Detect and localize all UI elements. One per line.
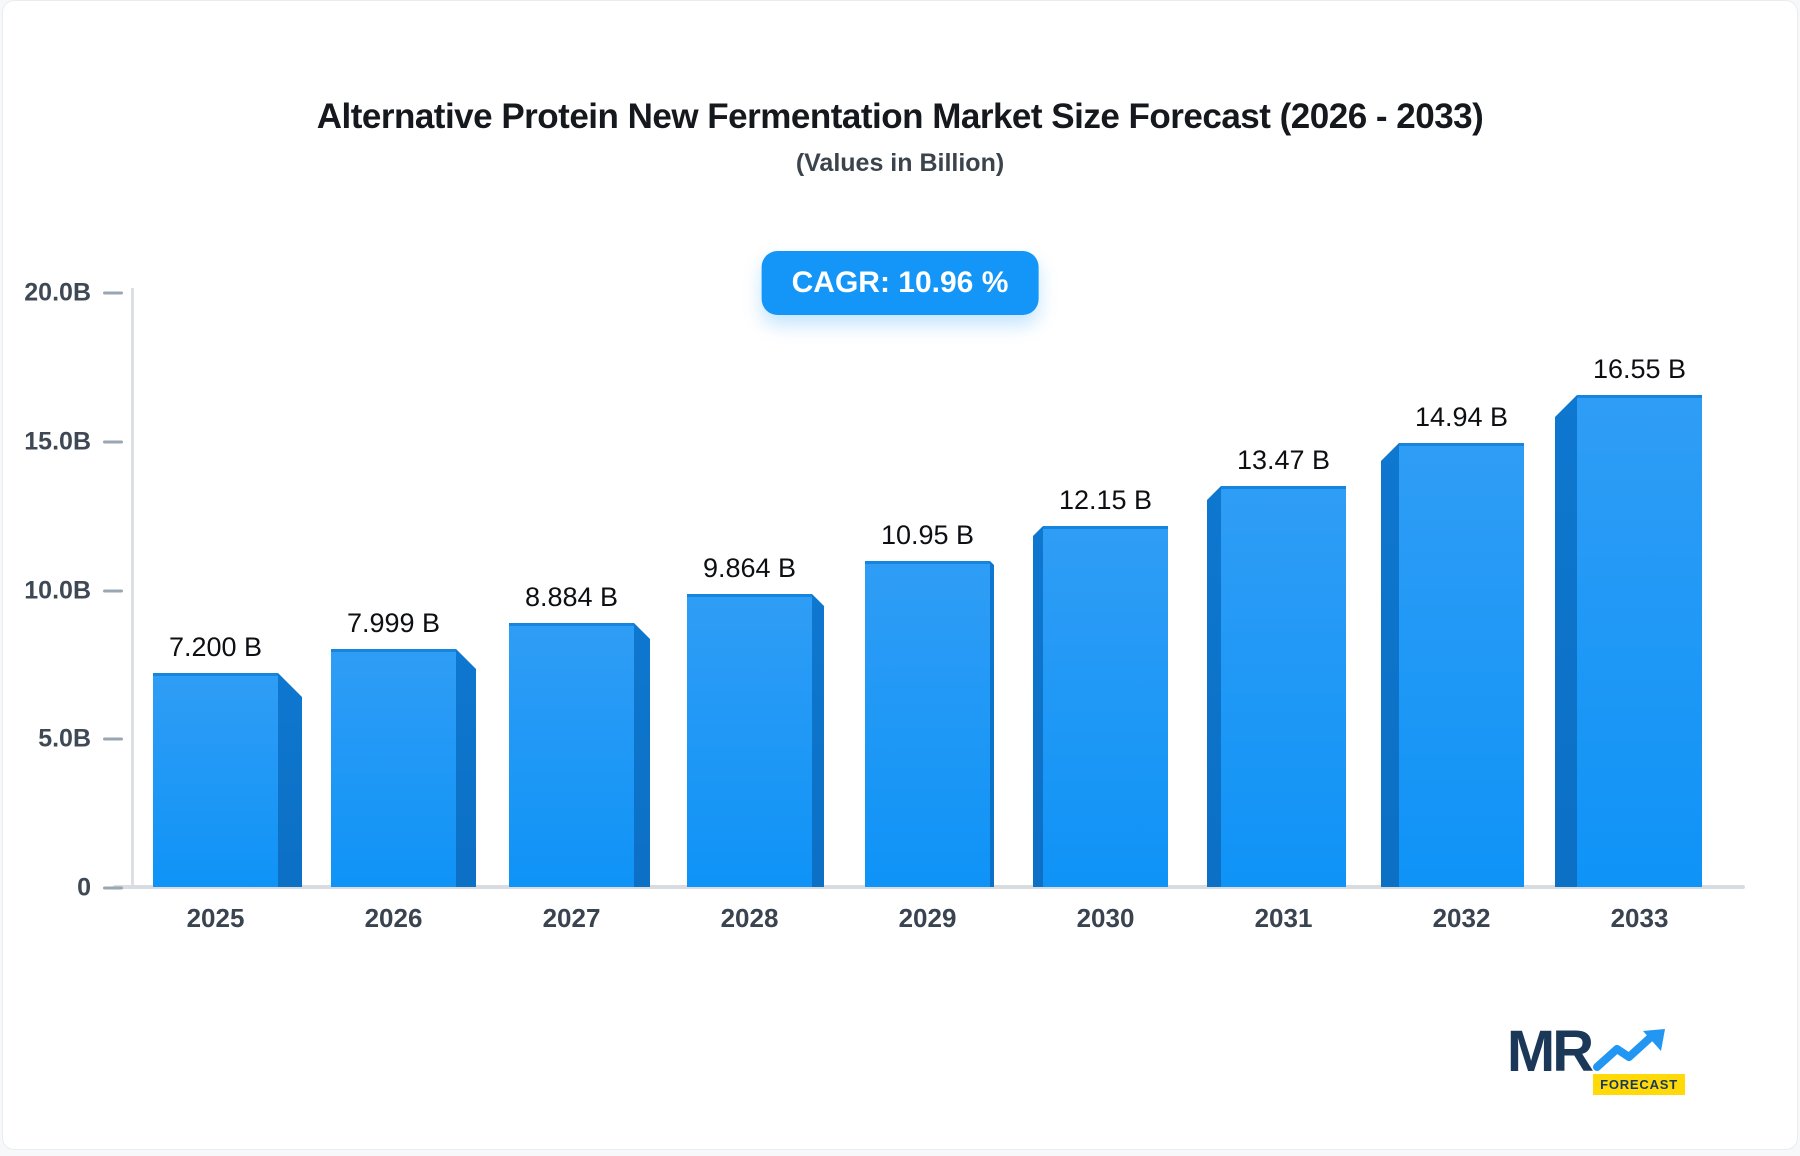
x-axis-label-2026: 2026 [364, 903, 423, 933]
bar-2032 [1399, 443, 1524, 887]
y-axis-tick [103, 589, 123, 592]
x-axis-label-2025: 2025 [186, 903, 245, 933]
y-axis-tick [103, 440, 123, 444]
y-axis-label: 0 [77, 873, 91, 902]
bar-value-label-2033: 16.55 B [1592, 354, 1687, 384]
bar-2029 [865, 561, 990, 887]
x-axis-label-2028: 2028 [720, 903, 779, 933]
mr-forecast-logo: MR FORECAST [1506, 1019, 1685, 1095]
x-axis-label-2033: 2033 [1610, 903, 1669, 933]
bar-value-label-2028: 9.864 B [702, 553, 797, 583]
x-axis-label-2032: 2032 [1432, 903, 1491, 933]
bar-2026 [331, 649, 456, 887]
bar-side-face-2032 [1381, 443, 1399, 887]
bar-side-face-2028 [812, 594, 824, 887]
y-axis-line [131, 288, 134, 888]
bar-side-face-2025 [278, 673, 302, 887]
bar-2031 [1221, 486, 1346, 887]
y-axis-label: 5.0B [38, 724, 91, 753]
x-axis-label-2030: 2030 [1076, 903, 1135, 933]
logo-forecast-text: FORECAST [1593, 1074, 1685, 1095]
bar-2027 [509, 623, 634, 887]
bar-side-face-2031 [1207, 486, 1221, 887]
bar-side-face-2030 [1033, 526, 1043, 887]
chart-title: Alternative Protein New Fermentation Mar… [316, 97, 1484, 136]
x-axis-baseline [113, 885, 1745, 889]
bar-value-label-2030: 12.15 B [1058, 485, 1153, 515]
bar-side-face-2029 [990, 561, 994, 887]
bar-2033 [1577, 395, 1702, 887]
bar-2030 [1043, 526, 1168, 887]
bar-side-face-2033 [1555, 395, 1577, 887]
bar-2025 [153, 673, 278, 887]
y-axis-tick [103, 886, 123, 890]
bar-value-label-2026: 7.999 B [346, 608, 441, 638]
y-axis-label: 15.0B [24, 427, 91, 456]
bar-2028 [687, 594, 812, 887]
bar-value-label-2025: 7.200 B [168, 632, 263, 662]
x-axis-label-2031: 2031 [1254, 903, 1313, 933]
y-axis-tick [103, 737, 123, 741]
y-axis-label: 10.0B [24, 576, 91, 604]
bar-side-face-2027 [634, 623, 650, 887]
chart-subtitle: (Values in Billion) [795, 149, 1005, 177]
y-axis-tick [103, 291, 123, 295]
bar-value-label-2027: 8.884 B [524, 582, 619, 612]
y-axis-label: 20.0B [24, 278, 91, 307]
bar-value-label-2031: 13.47 B [1236, 445, 1331, 475]
trend-arrow-icon [1593, 1029, 1667, 1076]
bar-value-label-2032: 14.94 B [1414, 402, 1509, 432]
bar-side-face-2026 [456, 649, 476, 887]
x-axis-label-2027: 2027 [542, 903, 601, 933]
cagr-badge: CAGR: 10.96 % [761, 251, 1039, 315]
logo-mr-text: MR [1506, 1019, 1594, 1084]
x-axis-label-2029: 2029 [898, 903, 957, 933]
bar-value-label-2029: 10.95 B [880, 520, 975, 550]
